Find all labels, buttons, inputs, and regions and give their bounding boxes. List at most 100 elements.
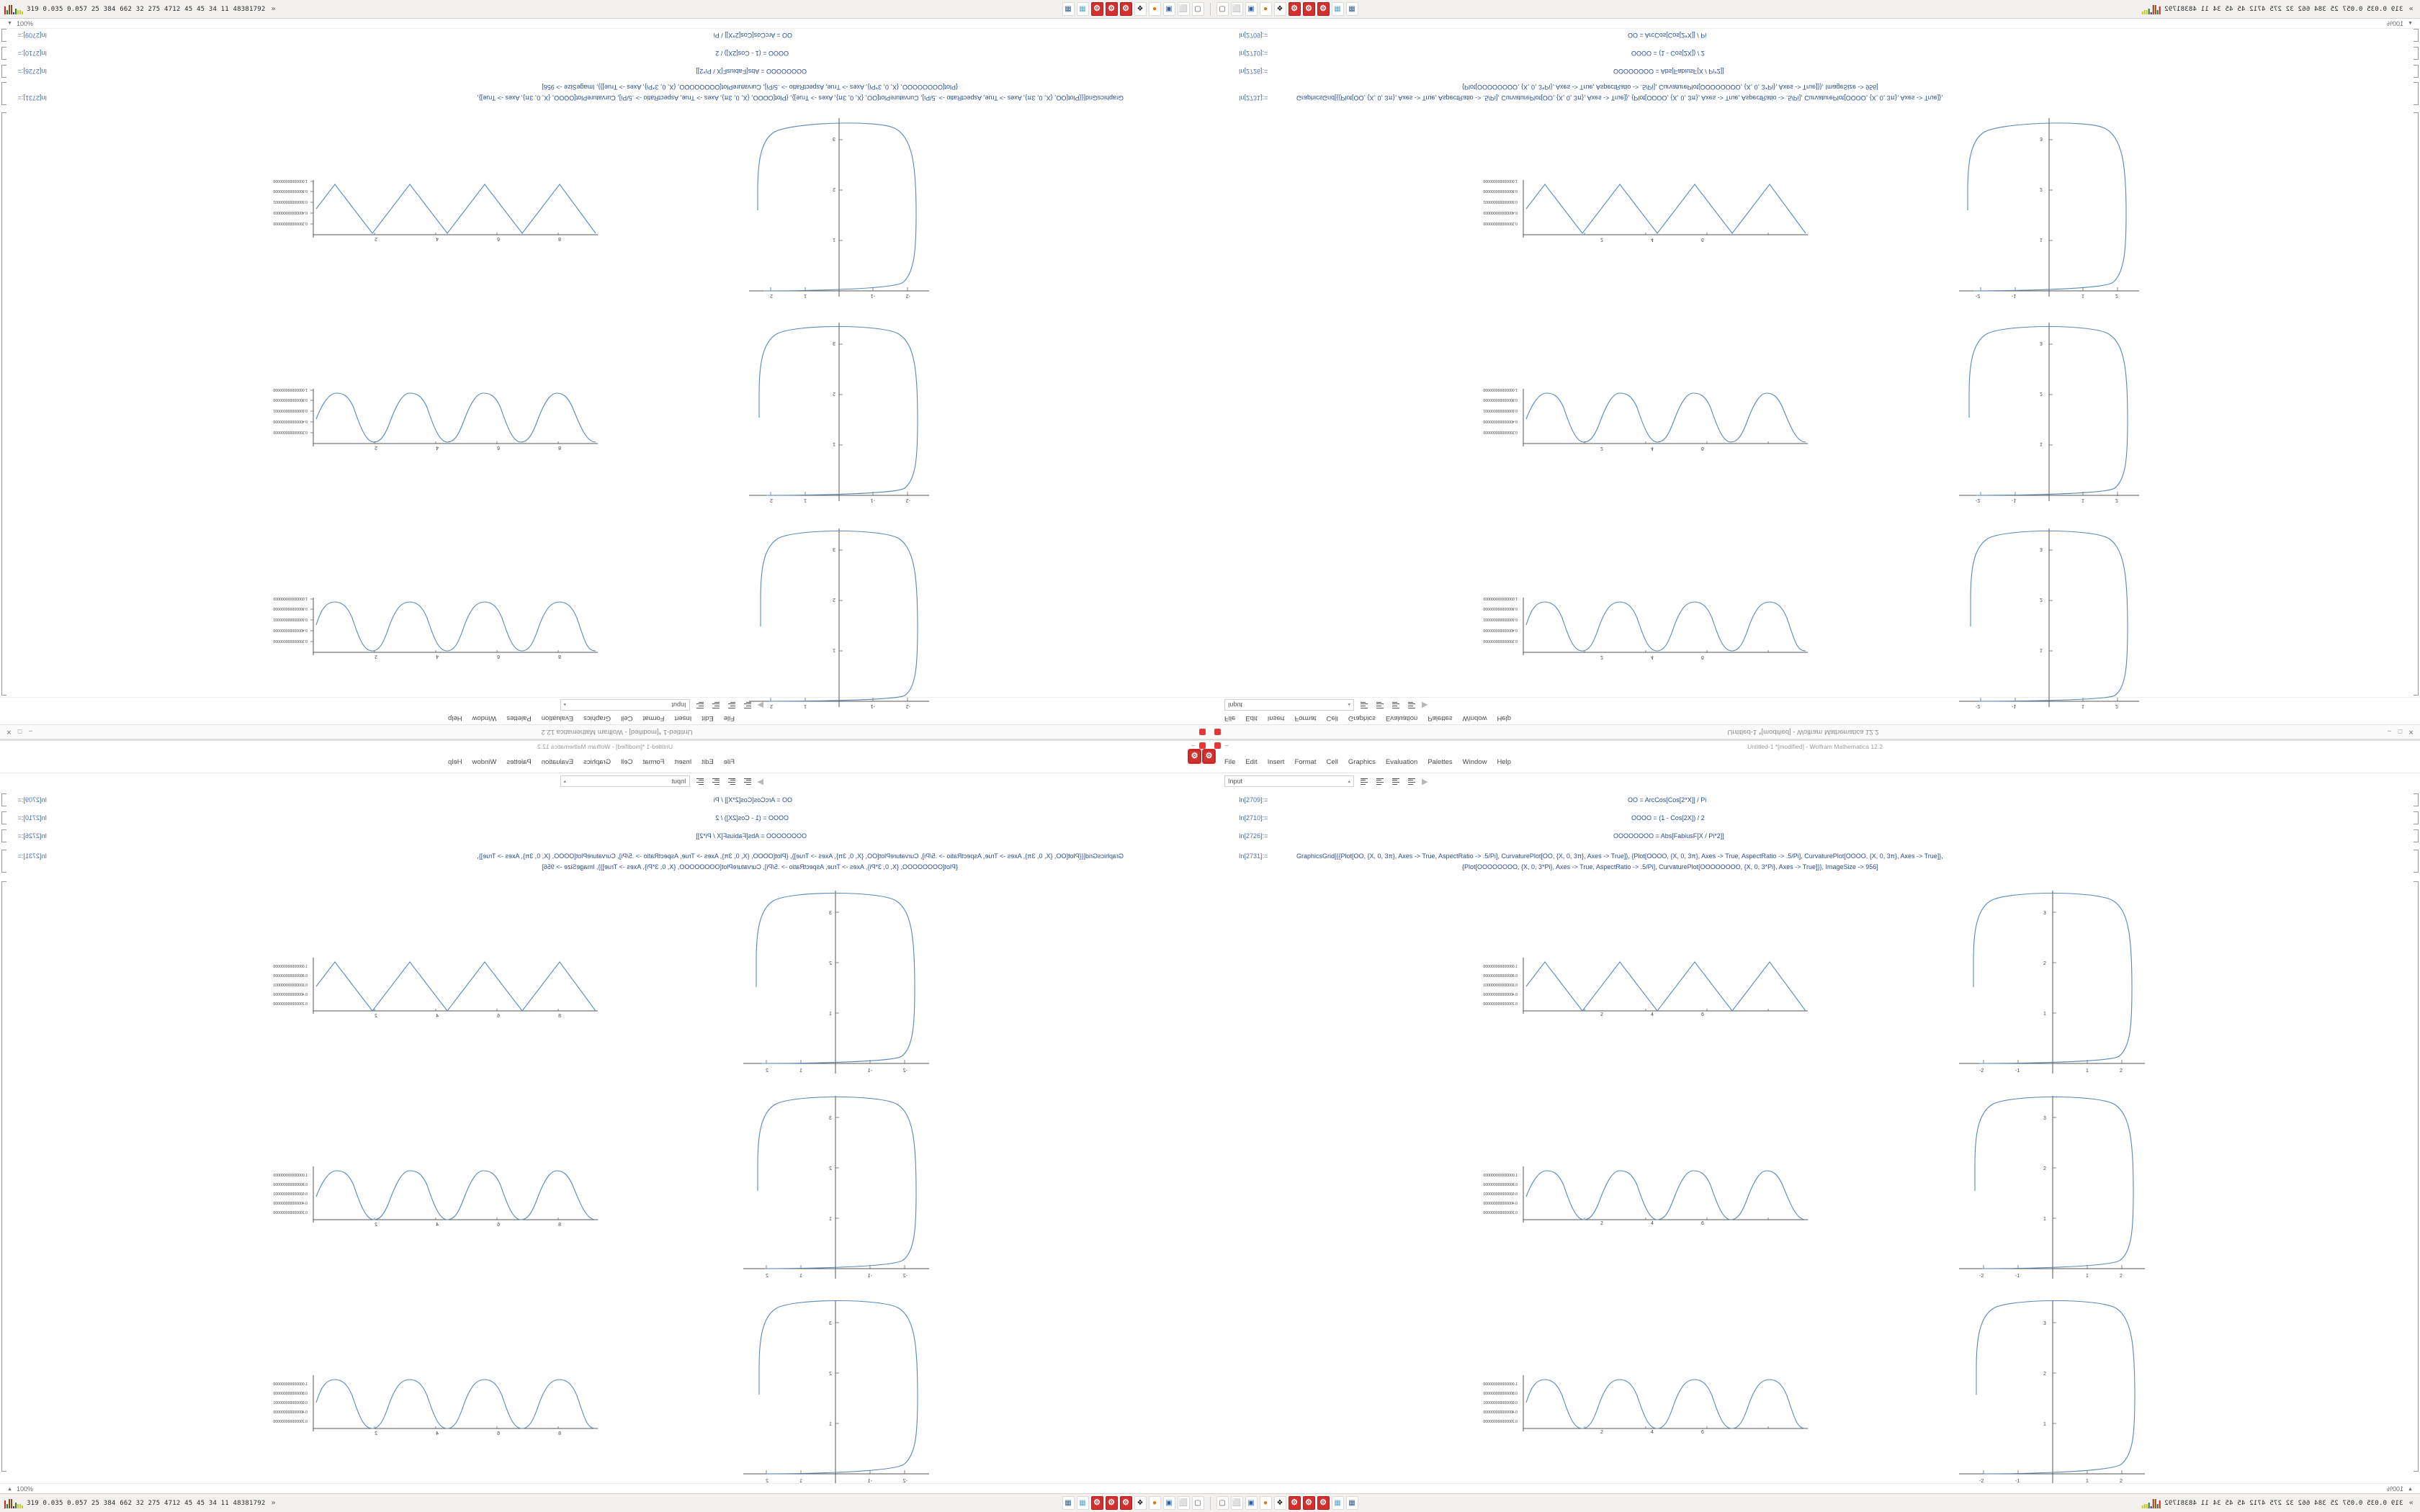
run-arrow-icon-ll[interactable]: ▶ [757, 777, 763, 786]
gimp-wilber-icon[interactable]: ❖ [1134, 2, 1147, 16]
menu-window-ul[interactable]: Window [472, 714, 497, 722]
align-center-button-lr[interactable] [1374, 776, 1386, 787]
display-monitor-icon-b[interactable]: ▢ [1191, 1496, 1204, 1510]
settings-gear-icon[interactable]: ⚙ [1090, 2, 1103, 16]
close-icon-center-right[interactable] [1214, 742, 1221, 749]
chevron-expand-icon-bottom-mirror[interactable]: » [2408, 1499, 2414, 1507]
settings-gear-icon-2[interactable]: ⚙ [1105, 2, 1118, 16]
cell-bracket-code4-lr[interactable] [2414, 850, 2419, 873]
code-line-3-ul[interactable]: OOOOOOOO = Abs[FabiusF[X / Pi*2]] [696, 68, 807, 75]
code-line-1-lr[interactable]: OO = ArcCos[Cos[2*X]] / Pi [1628, 796, 1707, 804]
align-left-button-ll[interactable] [710, 776, 722, 787]
gimp-wilber-icon-mirror[interactable]: ❖ [1273, 2, 1286, 16]
terminal-icon-b-mirror[interactable]: ⬜ [1230, 1496, 1243, 1510]
cell-bracket-code4-ll[interactable] [1, 850, 6, 873]
code-line-2-ur[interactable]: OOOO = (1 - Cos[2X]) / 2 [1631, 50, 1705, 57]
align-justify-button-lr[interactable] [1406, 776, 1417, 787]
menu-window-ur[interactable]: Window [1462, 714, 1487, 722]
menu-edit-cl[interactable]: Edit [702, 758, 714, 766]
in-label-1-ul[interactable]: In[2709]:= [17, 32, 47, 39]
taskbar-tray-left-bottom[interactable]: ▦ ▦ ⚙ ⚙ ⚙ ❖ ● ▣ ⬜ ▢ [1062, 1496, 1204, 1510]
close-button-ul[interactable]: ✕ [6, 729, 12, 736]
settings-gear-icon-highlight-2[interactable]: ⚙ [1202, 749, 1216, 764]
menu-edit-ul[interactable]: Edit [702, 714, 714, 722]
in-label-3-ul[interactable]: In[2726]:= [17, 68, 47, 75]
terminal-icon-mirror[interactable]: ⬜ [1230, 2, 1243, 16]
code-line-5-ur[interactable]: {Plot[OOOOOOOO, {X, 0, 3*Pi}, Axes -> Tr… [1462, 84, 1878, 91]
align-left-button-ul[interactable] [710, 700, 722, 711]
code-line-4-ur[interactable]: GraphicsGrid[{{Plot[OO, {X, 0, 3π}, Axes… [1296, 94, 1943, 102]
menu-cell-ul[interactable]: Cell [621, 714, 633, 722]
code-line-3-ll[interactable]: OOOOOOOO = Abs[FabiusF[X / Pi*2]] [696, 832, 807, 840]
settings-gear-icon-2-b[interactable]: ⚙ [1105, 1496, 1118, 1510]
in-label-4-ur[interactable]: In[2731]:= [1239, 94, 1268, 102]
toolbar-lr[interactable]: Input ▴ ▶ [1210, 773, 2420, 789]
code-line-4-lr[interactable]: GraphicsGrid[{{Plot[OO, {X, 0, 3π}, Axes… [1296, 852, 1943, 860]
code-line-3-lr[interactable]: OOOOOOOO = Abs[FabiusF[X / Pi*2]] [1613, 832, 1724, 840]
settings-gear-icon-3[interactable]: ⚙ [1119, 2, 1132, 16]
align-center-button-ul[interactable] [726, 700, 738, 711]
menu-graphics-ur[interactable]: Graphics [1348, 714, 1376, 722]
code-line-1-ll[interactable]: OO = ArcCos[Cos[2*X]] / Pi [713, 796, 792, 804]
code-line-2-lr[interactable]: OOOO = (1 - Cos[2X]) / 2 [1631, 814, 1705, 822]
style-select-ur[interactable]: Input ▴ [1224, 699, 1354, 711]
settings-gear-icon-b-mirror[interactable]: ⚙ [1317, 1496, 1330, 1510]
menu-palettes-cr[interactable]: Palettes [1428, 758, 1453, 766]
toolbar-ul[interactable]: ▶ Input ▴ [0, 697, 1210, 713]
taskbar-tray-left[interactable]: ▦ ▦ ⚙ ⚙ ⚙ ❖ ● ▣ ⬜ ▢ [1062, 2, 1204, 16]
zoom-indicator[interactable]: 100% [16, 19, 33, 27]
menu-insert-cr[interactable]: Insert [1267, 758, 1285, 766]
firefox-icon-mirror[interactable]: ● [1259, 2, 1272, 16]
menubar-ur[interactable]: File Edit Insert Format Cell Graphics Ev… [1210, 713, 2420, 724]
floppy-save-icon[interactable]: ▣ [1162, 2, 1175, 16]
highlighted-gear-icons[interactable]: ⚙ ⚙ [1188, 749, 1216, 764]
in-label-4-ll[interactable]: In[2731]:= [17, 852, 47, 860]
in-label-2-ur[interactable]: In[2710]:= [1239, 50, 1268, 57]
cell-bracket-code2-ll[interactable] [1, 811, 6, 824]
menu-format-cl[interactable]: Format [642, 758, 665, 766]
run-arrow-icon-lr[interactable]: ▶ [1422, 777, 1428, 786]
floppy-save-icon-b[interactable]: ▣ [1162, 1496, 1175, 1510]
settings-gear-icon-b[interactable]: ⚙ [1090, 1496, 1103, 1510]
menu-help-cr[interactable]: Help [1497, 758, 1511, 766]
cell-bracket-code1-lr[interactable] [2414, 793, 2419, 806]
cell-bracket-graphics-ur[interactable] [2414, 112, 2419, 696]
code-line-5-ul[interactable]: {Plot[OOOOOOOO, {X, 0, 3*Pi}, Axes -> Tr… [542, 84, 958, 91]
cell-bracket-code3-lr[interactable] [2414, 829, 2419, 842]
minimize-icon-center-right[interactable]: – [1225, 742, 1229, 749]
menu-evaluation-cl[interactable]: Evaluation [541, 758, 574, 766]
menubar-center-left[interactable]: File Edit Insert Format Cell Graphics Ev… [0, 757, 1210, 768]
terminal-icon-b[interactable]: ⬜ [1177, 1496, 1190, 1510]
cell-bracket-graphics-lr[interactable] [2414, 881, 2419, 1472]
calculator-icon-mirror[interactable]: ▦ [1331, 2, 1344, 16]
cell-bracket-code3-ur[interactable] [2414, 65, 2419, 78]
menu-graphics-cr[interactable]: Graphics [1348, 758, 1376, 766]
cell-bracket-code1-ur[interactable] [2414, 29, 2419, 42]
align-center-button-ur[interactable] [1374, 700, 1386, 711]
settings-gear-icon-3-b-mirror[interactable]: ⚙ [1288, 1496, 1301, 1510]
workspace-arrow-icon-mirror[interactable]: ▼ [2408, 21, 2413, 26]
code-line-3-ur[interactable]: OOOOOOOO = Abs[FabiusF[X / Pi*2]] [1613, 68, 1724, 75]
cell-bracket-code2-lr[interactable] [2414, 811, 2419, 824]
window-titlebar-ur[interactable]: Untitled-1 *[modified] - Wolfram Mathema… [1210, 724, 2420, 739]
in-label-4-ul[interactable]: In[2731]:= [17, 94, 47, 102]
menu-format-ul[interactable]: Format [642, 714, 665, 722]
window-titlebar-ul[interactable]: Untitled-1 *[modified] - Wolfram Mathema… [0, 724, 1210, 739]
in-label-2-ul[interactable]: In[2710]:= [17, 50, 47, 57]
code-line-4-ll[interactable]: GraphicsGrid[{{Plot[OO, {X, 0, 3π}, Axes… [477, 852, 1124, 860]
toolbar-ur[interactable]: Input ▴ ▶ [1210, 697, 2420, 713]
style-select-lr[interactable]: Input ▴ [1224, 775, 1354, 787]
settings-gear-icon-highlight-1[interactable]: ⚙ [1188, 749, 1201, 764]
archive-manager-icon-mirror[interactable]: ▦ [1345, 2, 1358, 16]
cell-bracket-code3-ul[interactable] [1, 65, 6, 78]
menu-help-cl[interactable]: Help [448, 758, 462, 766]
menu-graphics-cl[interactable]: Graphics [583, 758, 611, 766]
chevron-expand-icon-bottom[interactable]: » [271, 1499, 276, 1507]
minimize-icon-ur[interactable]: – [2387, 728, 2391, 736]
cell-bracket-code1-ul[interactable] [1, 29, 6, 42]
menu-edit-ur[interactable]: Edit [1245, 714, 1258, 722]
menu-cell-cl[interactable]: Cell [621, 758, 633, 766]
calculator-icon-b[interactable]: ▦ [1076, 1496, 1089, 1510]
close-icon-ur[interactable] [1214, 729, 1221, 735]
cell-bracket-code2-ul[interactable] [1, 47, 6, 60]
